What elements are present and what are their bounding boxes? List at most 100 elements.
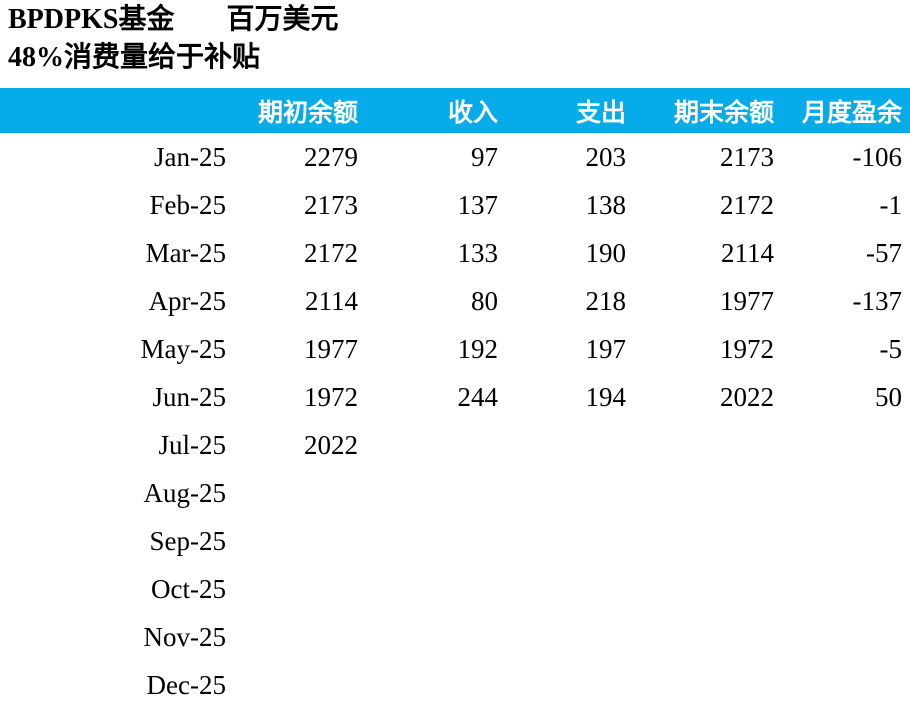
- cell-income[interactable]: 137: [457, 189, 499, 220]
- cell-expense[interactable]: [506, 565, 634, 613]
- cell-opening[interactable]: [226, 565, 366, 613]
- cell-opening[interactable]: [226, 613, 366, 661]
- cell-expense[interactable]: [506, 421, 634, 469]
- table-header-row: 期初余额 收入 支出 期末余额 月度盈余: [0, 88, 910, 133]
- cell-opening[interactable]: 2022: [304, 429, 358, 460]
- cell-month[interactable]: Jun-25: [152, 381, 227, 412]
- cell-income[interactable]: 244: [457, 381, 499, 412]
- cell-income[interactable]: 97: [471, 141, 498, 172]
- cell-month[interactable]: May-25: [140, 333, 226, 364]
- cell-closing[interactable]: 2172: [720, 189, 774, 220]
- cell-expense[interactable]: 203: [585, 141, 627, 172]
- table-row[interactable]: Dec-25: [0, 661, 910, 709]
- title-block: BPDPKS基金 百万美元 48%消费量给于补贴: [0, 0, 910, 88]
- cell-net[interactable]: [782, 469, 910, 517]
- cell-income[interactable]: [366, 613, 506, 661]
- table-row[interactable]: Sep-25: [0, 517, 910, 565]
- cell-closing[interactable]: [634, 517, 782, 565]
- table-row[interactable]: Nov-25: [0, 613, 910, 661]
- cell-opening[interactable]: 2172: [304, 237, 358, 268]
- table-row[interactable]: Jun-25 1972 244 194 2022 50: [0, 373, 910, 421]
- table-row[interactable]: Oct-25: [0, 565, 910, 613]
- table-row[interactable]: Aug-25: [0, 469, 910, 517]
- column-header-income[interactable]: 收入: [447, 99, 498, 127]
- cell-opening[interactable]: 2279: [304, 141, 358, 172]
- table-row[interactable]: Apr-25 2114 80 218 1977 -137: [0, 277, 910, 325]
- cell-month[interactable]: Mar-25: [145, 237, 226, 268]
- table-row[interactable]: Jul-25 2022: [0, 421, 910, 469]
- fund-balance-table: 期初余额 收入 支出 期末余额 月度盈余 Jan-25 2279 97 203 2173…: [0, 88, 910, 709]
- cell-closing[interactable]: 1972: [720, 333, 774, 364]
- cell-expense[interactable]: 218: [585, 285, 627, 316]
- cell-expense[interactable]: 194: [585, 381, 627, 412]
- cell-month[interactable]: Jul-25: [158, 429, 227, 460]
- cell-closing[interactable]: 2173: [720, 141, 774, 172]
- cell-expense[interactable]: [506, 469, 634, 517]
- table-row[interactable]: Jan-25 2279 97 203 2173 -106: [0, 133, 910, 181]
- table-body: Jan-25 2279 97 203 2173 -106 Feb-25 2173 137 138 2…: [0, 133, 910, 709]
- column-header-expense[interactable]: 支出: [575, 99, 626, 127]
- cell-income[interactable]: [366, 565, 506, 613]
- cell-income[interactable]: [366, 661, 506, 709]
- column-header-opening-balance[interactable]: 期初余额: [257, 99, 358, 127]
- cell-income[interactable]: [366, 469, 506, 517]
- cell-closing[interactable]: 2022: [720, 381, 774, 412]
- cell-opening[interactable]: 2173: [304, 189, 358, 220]
- cell-month[interactable]: Aug-25: [143, 477, 227, 508]
- cell-net[interactable]: -106: [852, 141, 903, 172]
- cell-month[interactable]: Sep-25: [149, 525, 227, 556]
- cell-closing[interactable]: 1977: [720, 285, 774, 316]
- cell-net[interactable]: [782, 613, 910, 661]
- table-row[interactable]: Mar-25 2172 133 190 2114 -57: [0, 229, 910, 277]
- cell-net[interactable]: [782, 661, 910, 709]
- cell-net[interactable]: -1: [879, 189, 903, 220]
- table-row[interactable]: May-25 1977 192 197 1972 -5: [0, 325, 910, 373]
- cell-month[interactable]: Feb-25: [149, 189, 227, 220]
- cell-expense[interactable]: 190: [585, 237, 627, 268]
- cell-opening[interactable]: [226, 469, 366, 517]
- title-line-primary: BPDPKS基金 百万美元: [0, 0, 910, 44]
- table-row[interactable]: Feb-25 2173 137 138 2172 -1: [0, 181, 910, 229]
- cell-closing[interactable]: [634, 613, 782, 661]
- cell-expense[interactable]: 138: [585, 189, 627, 220]
- unit-label: 百万美元: [226, 4, 339, 35]
- column-header-closing-balance[interactable]: 期末余额: [673, 99, 774, 127]
- cell-closing[interactable]: [634, 421, 782, 469]
- cell-net[interactable]: [782, 565, 910, 613]
- cell-month[interactable]: Oct-25: [151, 573, 226, 604]
- cell-net[interactable]: [782, 517, 910, 565]
- cell-opening[interactable]: 1977: [304, 333, 358, 364]
- cell-net[interactable]: [782, 421, 910, 469]
- column-header-monthly-surplus[interactable]: 月度盈余: [801, 99, 902, 127]
- cell-income[interactable]: 192: [457, 333, 499, 364]
- cell-month[interactable]: Apr-25: [148, 285, 226, 316]
- table-header: 期初余额 收入 支出 期末余额 月度盈余: [0, 88, 910, 133]
- cell-expense[interactable]: [506, 613, 634, 661]
- cell-income[interactable]: 133: [457, 237, 499, 268]
- cell-month[interactable]: Dec-25: [146, 669, 226, 700]
- cell-closing[interactable]: 2114: [721, 237, 774, 268]
- title-line-secondary: 48%消费量给于补贴: [0, 44, 910, 88]
- cell-month[interactable]: Jan-25: [154, 141, 226, 172]
- cell-opening[interactable]: [226, 517, 366, 565]
- cell-expense[interactable]: 197: [585, 333, 627, 364]
- cell-net[interactable]: -5: [879, 333, 903, 364]
- cell-opening[interactable]: 2114: [305, 285, 358, 316]
- cell-net[interactable]: -137: [852, 285, 903, 316]
- column-header-month[interactable]: [0, 88, 226, 133]
- cell-closing[interactable]: [634, 565, 782, 613]
- cell-income[interactable]: 80: [471, 285, 498, 316]
- cell-income[interactable]: [366, 517, 506, 565]
- fund-name-title: BPDPKS基金: [8, 4, 175, 35]
- cell-net[interactable]: 50: [875, 381, 902, 412]
- cell-expense[interactable]: [506, 517, 634, 565]
- cell-closing[interactable]: [634, 661, 782, 709]
- cell-income[interactable]: [366, 421, 506, 469]
- cell-opening[interactable]: 1972: [304, 381, 358, 412]
- cell-month[interactable]: Nov-25: [143, 621, 227, 652]
- cell-closing[interactable]: [634, 469, 782, 517]
- cell-opening[interactable]: [226, 661, 366, 709]
- cell-expense[interactable]: [506, 661, 634, 709]
- cell-net[interactable]: -57: [866, 237, 902, 268]
